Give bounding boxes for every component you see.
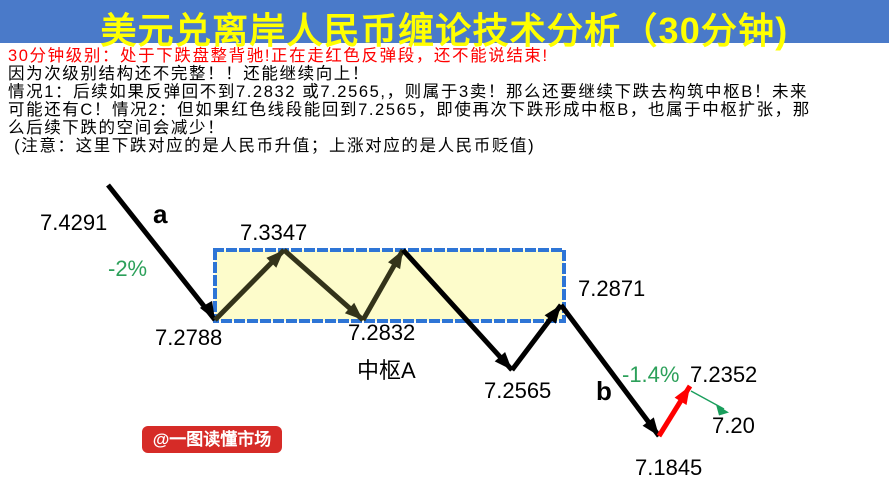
svg-text:7.2871: 7.2871 <box>578 276 645 301</box>
svg-text:7.2352: 7.2352 <box>690 362 757 387</box>
svg-text:7.1845: 7.1845 <box>635 455 702 480</box>
svg-text:-2%: -2% <box>108 256 147 281</box>
svg-text:7.2832: 7.2832 <box>348 320 415 345</box>
svg-text:7.3347: 7.3347 <box>240 220 307 245</box>
svg-text:中枢A: 中枢A <box>357 358 416 383</box>
svg-text:7.20: 7.20 <box>712 413 755 438</box>
svg-text:7.4291: 7.4291 <box>40 210 107 235</box>
svg-text:-1.4%: -1.4% <box>622 362 679 387</box>
svg-text:7.2565: 7.2565 <box>484 378 551 403</box>
svg-text:a: a <box>153 199 168 229</box>
svg-text:7.2788: 7.2788 <box>155 325 222 350</box>
svg-text:b: b <box>596 376 612 406</box>
